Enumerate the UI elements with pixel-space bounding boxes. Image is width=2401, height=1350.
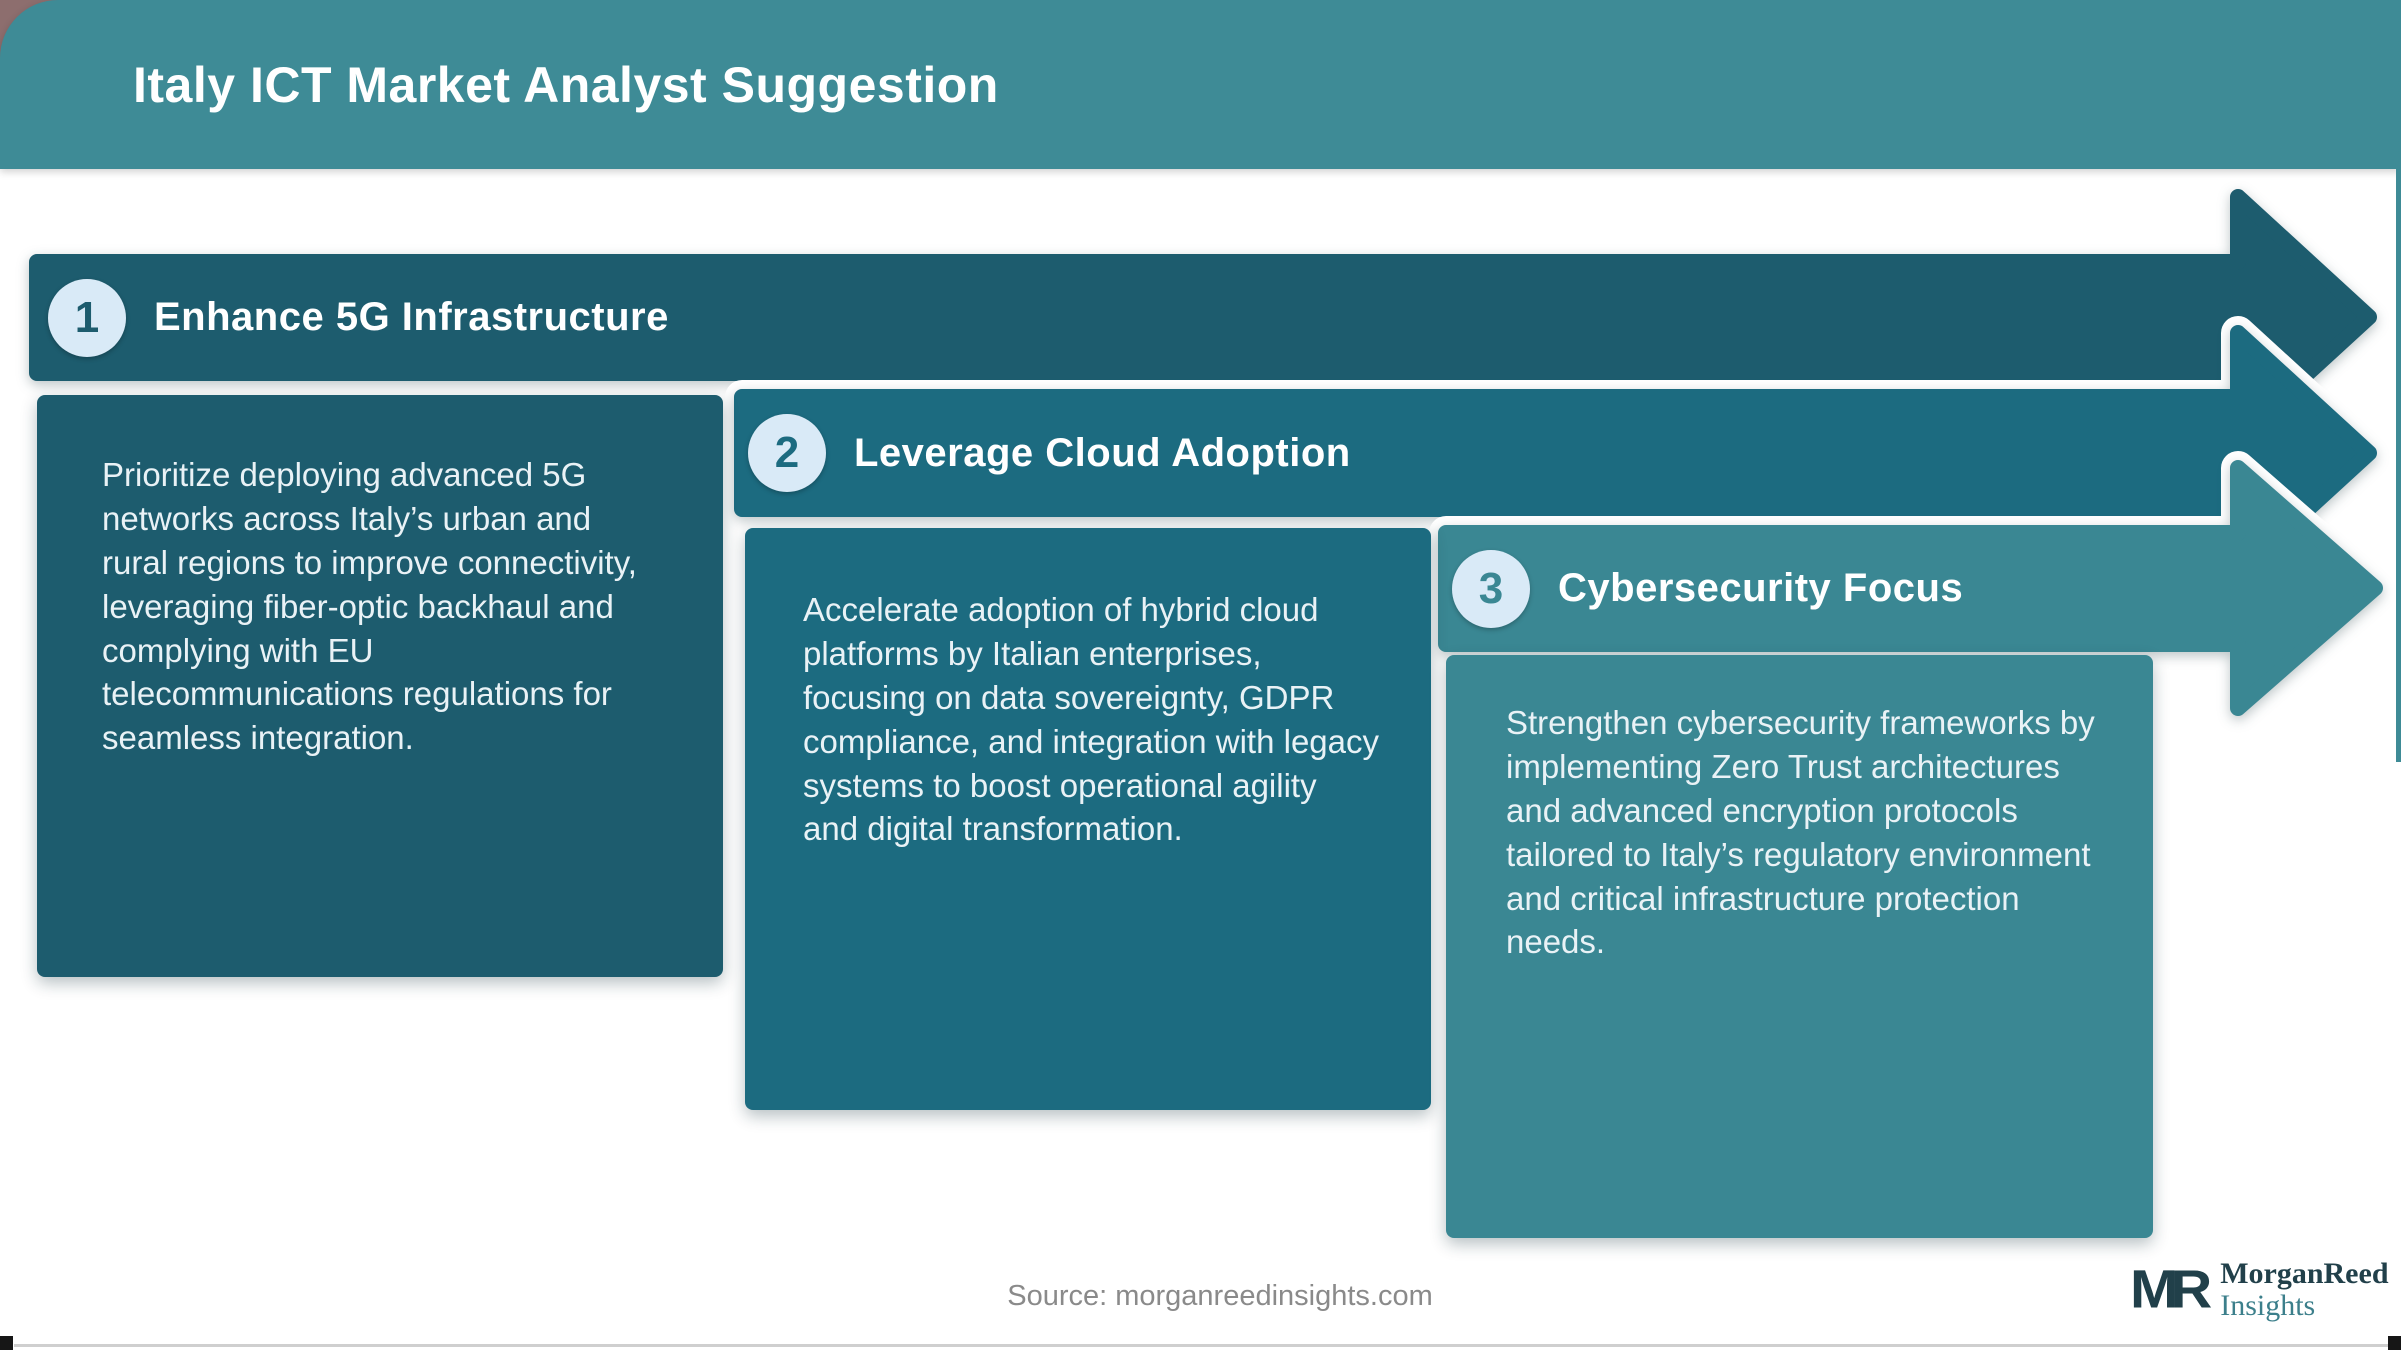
- window-corner-left: [0, 1336, 13, 1350]
- step-1-header: 1 Enhance 5G Infrastructure: [48, 262, 669, 373]
- arrow-shape-3: [1429, 451, 2392, 725]
- step-3-header: 3 Cybersecurity Focus: [1452, 533, 1963, 644]
- logo-subtitle: Insights: [2220, 1288, 2316, 1322]
- step-2-heading: Leverage Cloud Adoption: [854, 430, 1351, 475]
- window-bottom-border: [14, 1344, 2391, 1347]
- logo-name: MorganReed: [2220, 1257, 2389, 1291]
- logo-monogram-icon: MR: [2130, 1259, 2212, 1320]
- logo-wordmark: MorganReed Insights: [2220, 1257, 2389, 1322]
- step-2-header: 2 Leverage Cloud Adoption: [748, 397, 1351, 509]
- step-3-number-badge: 3: [1452, 549, 1530, 628]
- step-3-description: Strengthen cybersecurity frameworks by i…: [1446, 655, 2153, 1238]
- step-1-heading: Enhance 5G Infrastructure: [154, 295, 669, 339]
- brand-logo: MR MorganReed Insights: [2130, 1256, 2389, 1323]
- step-2-description: Accelerate adoption of hybrid cloud plat…: [745, 528, 1431, 1110]
- window-corner-right: [2388, 1336, 2401, 1350]
- title-banner: Italy ICT Market Analyst Suggestion: [0, 0, 2401, 169]
- source-attribution: Source: morganreedinsights.com: [1007, 1280, 1433, 1312]
- page-title: Italy ICT Market Analyst Suggestion: [133, 56, 999, 113]
- step-3-heading: Cybersecurity Focus: [1558, 566, 1964, 610]
- step-1-description: Prioritize deploying advanced 5G network…: [37, 395, 723, 977]
- right-edge-strip: [2396, 0, 2401, 762]
- step-1-number-badge: 1: [48, 278, 126, 357]
- step-2-number-badge: 2: [748, 414, 826, 492]
